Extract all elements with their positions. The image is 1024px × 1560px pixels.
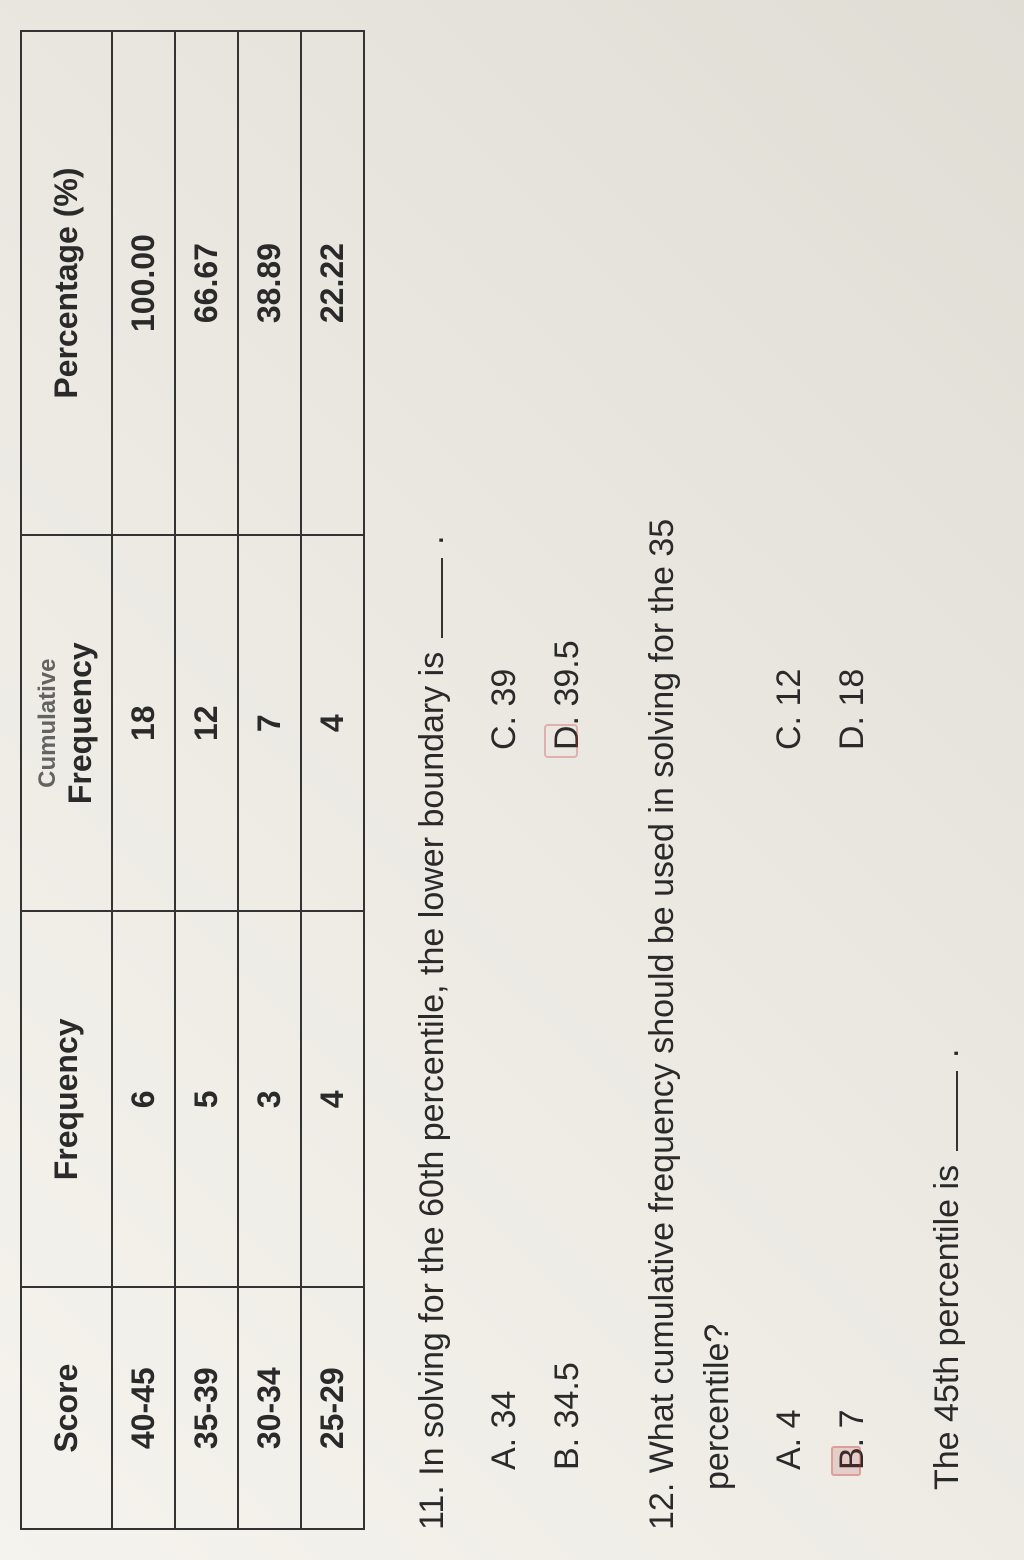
q12-text-line2: percentile?	[690, 30, 744, 1490]
col-cumfreq: Cumulative Frequency	[21, 535, 112, 911]
table-row: 25-29 4 4 22.22	[301, 31, 364, 1529]
q11-opt-a: A. 34	[479, 750, 530, 1470]
q11-number: 11.	[413, 1485, 451, 1530]
q11-opt-c: C. 39	[479, 30, 530, 750]
blank-line	[956, 1071, 958, 1151]
table-row: 30-34 3 7 38.89	[238, 31, 301, 1529]
q11-opt-d: D. 39.5	[542, 30, 593, 750]
q11-options: A. 34 B. 34.5 C. 39 D. 39.5	[479, 30, 605, 1470]
question-11: 11. In solving for the 60th percentile, …	[405, 30, 459, 1530]
q11-text: In solving for the 60th percentile, the …	[413, 652, 451, 1476]
q12-opt-b: B. 7	[827, 750, 878, 1470]
qextra-prefix: The 45th percentile is	[928, 1165, 966, 1490]
q12-options: A. 4 B. 7 C. 12 D. 18	[764, 30, 890, 1470]
question-extra: The 45th percentile is .	[920, 30, 974, 1490]
q12-text-line1: What cumulative frequency should be used…	[643, 519, 681, 1473]
q12-number: 12.	[643, 1483, 681, 1530]
q11-opt-b: B. 34.5	[542, 750, 593, 1470]
table-row: 40-45 6 18 100.00	[112, 31, 175, 1529]
q12-opt-d: D. 18	[827, 30, 878, 750]
frequency-table: Score Frequency Cumulative Frequency Per…	[20, 30, 365, 1530]
q12-opt-c: C. 12	[764, 30, 815, 750]
col-score: Score	[21, 1287, 112, 1529]
blank-line	[441, 558, 443, 638]
col-frequency: Frequency	[21, 911, 112, 1287]
table-row: 35-39 5 12 66.67	[175, 31, 238, 1529]
question-12: 12. What cumulative frequency should be …	[635, 30, 744, 1530]
q12-opt-a: A. 4	[764, 750, 815, 1470]
col-percentage: Percentage (%)	[21, 31, 112, 535]
